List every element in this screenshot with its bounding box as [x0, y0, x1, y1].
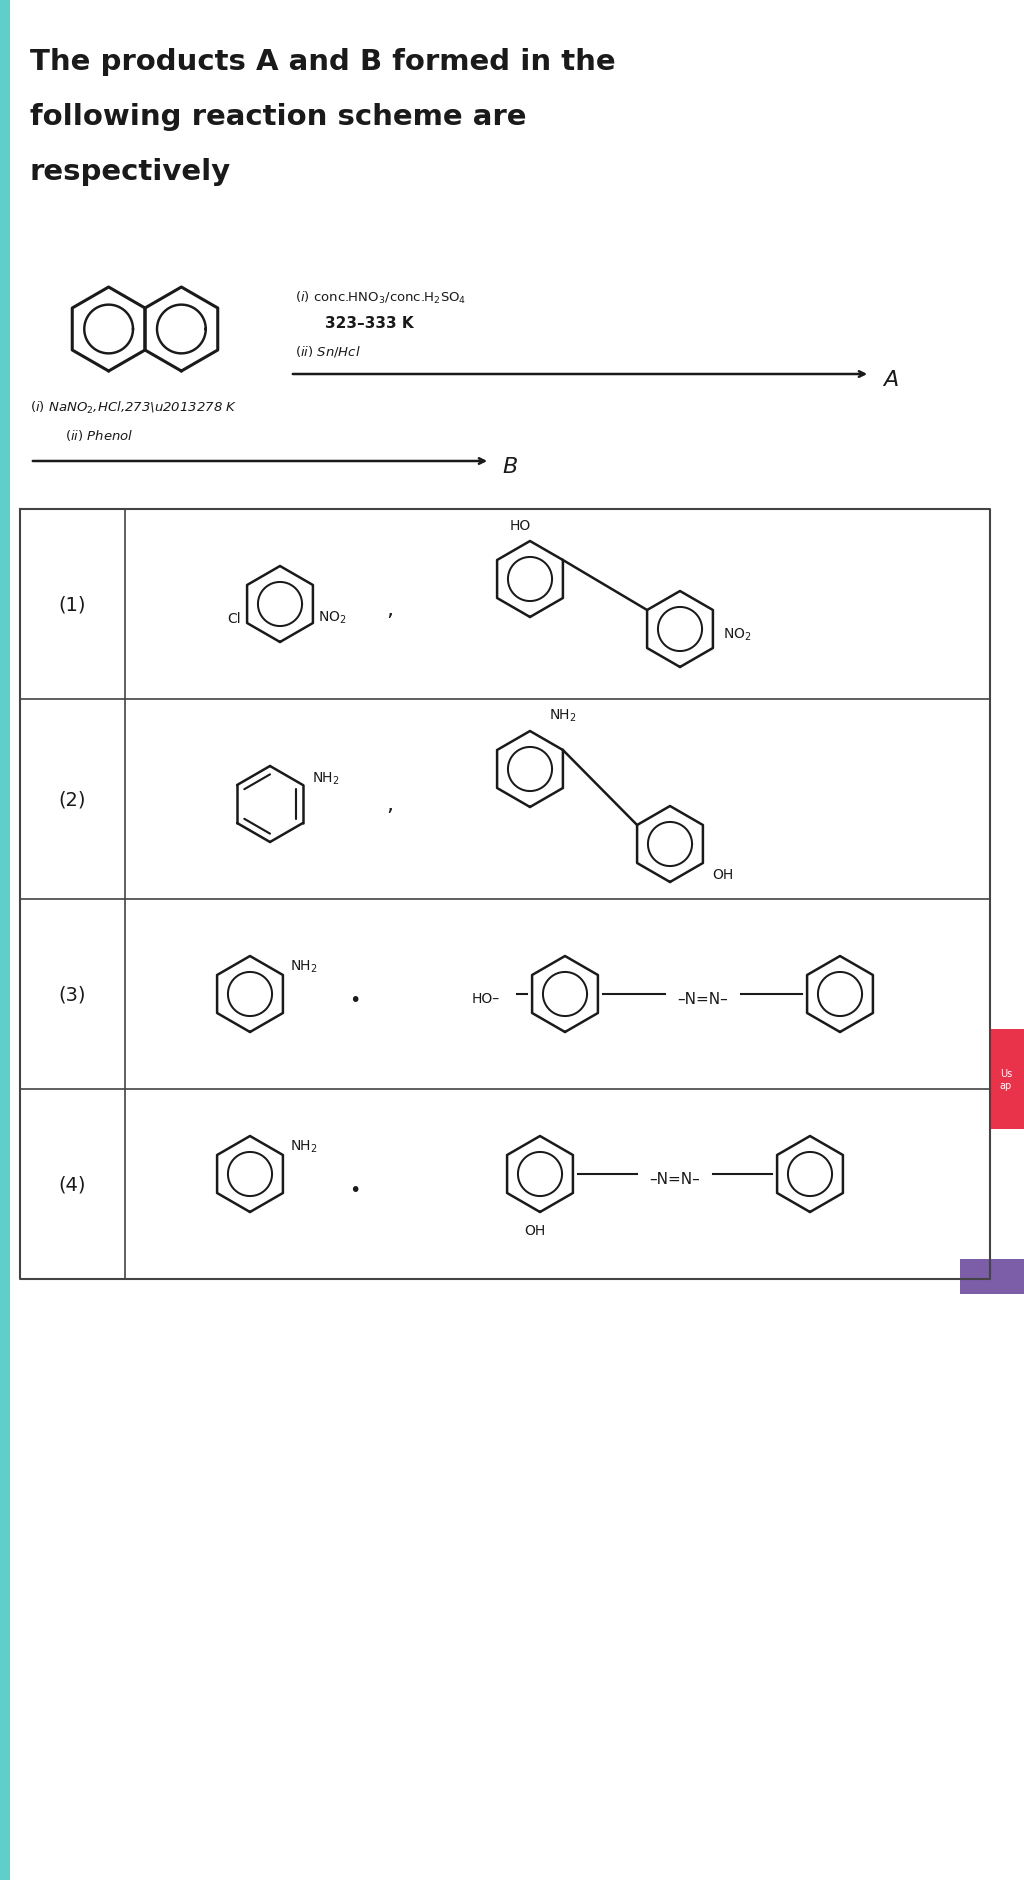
Text: HO–: HO–: [472, 991, 500, 1006]
Text: $A$: $A$: [882, 370, 899, 389]
Text: respectively: respectively: [30, 158, 231, 186]
Text: OH: OH: [524, 1224, 546, 1237]
Text: The products A and B formed in the: The products A and B formed in the: [30, 49, 615, 75]
Text: OH: OH: [712, 869, 733, 882]
Text: (3): (3): [58, 985, 86, 1004]
Text: NH$_2$: NH$_2$: [549, 707, 577, 724]
Text: $(ii)$ $Sn/Hcl$: $(ii)$ $Sn/Hcl$: [295, 344, 360, 359]
Text: NO$_2$: NO$_2$: [723, 626, 752, 643]
Text: $(ii)$ $Phenol$: $(ii)$ $Phenol$: [65, 429, 133, 444]
Text: NO$_2$: NO$_2$: [317, 609, 346, 626]
Text: NH$_2$: NH$_2$: [290, 1137, 317, 1154]
Text: –N=N–: –N=N–: [677, 991, 728, 1006]
Bar: [961, 1260, 1024, 1293]
Text: ,: ,: [386, 600, 393, 620]
Text: (2): (2): [58, 790, 86, 808]
Text: Cl: Cl: [227, 611, 241, 626]
Text: ,: ,: [386, 795, 393, 814]
Text: 323–333 K: 323–333 K: [325, 316, 414, 331]
Text: (4): (4): [58, 1175, 86, 1194]
Text: $(i)$ conc.HNO$_3$/conc.H$_2$SO$_4$: $(i)$ conc.HNO$_3$/conc.H$_2$SO$_4$: [295, 290, 466, 306]
Text: (1): (1): [58, 596, 86, 615]
Text: HO: HO: [509, 519, 530, 532]
Text: •: •: [349, 991, 360, 1010]
Text: NH$_2$: NH$_2$: [311, 769, 340, 786]
Text: $B$: $B$: [502, 457, 518, 478]
Bar: [0, 0, 10, 1880]
Text: following reaction scheme are: following reaction scheme are: [30, 103, 526, 132]
Text: –N=N–: –N=N–: [649, 1171, 700, 1186]
Text: •: •: [349, 1181, 360, 1199]
Text: $(i)$ NaNO$_2$,HCl,273\u2013278 K: $(i)$ NaNO$_2$,HCl,273\u2013278 K: [30, 400, 238, 415]
Text: Us
ap: Us ap: [999, 1068, 1012, 1090]
Bar: [990, 1030, 1024, 1130]
Text: NH$_2$: NH$_2$: [290, 957, 317, 974]
